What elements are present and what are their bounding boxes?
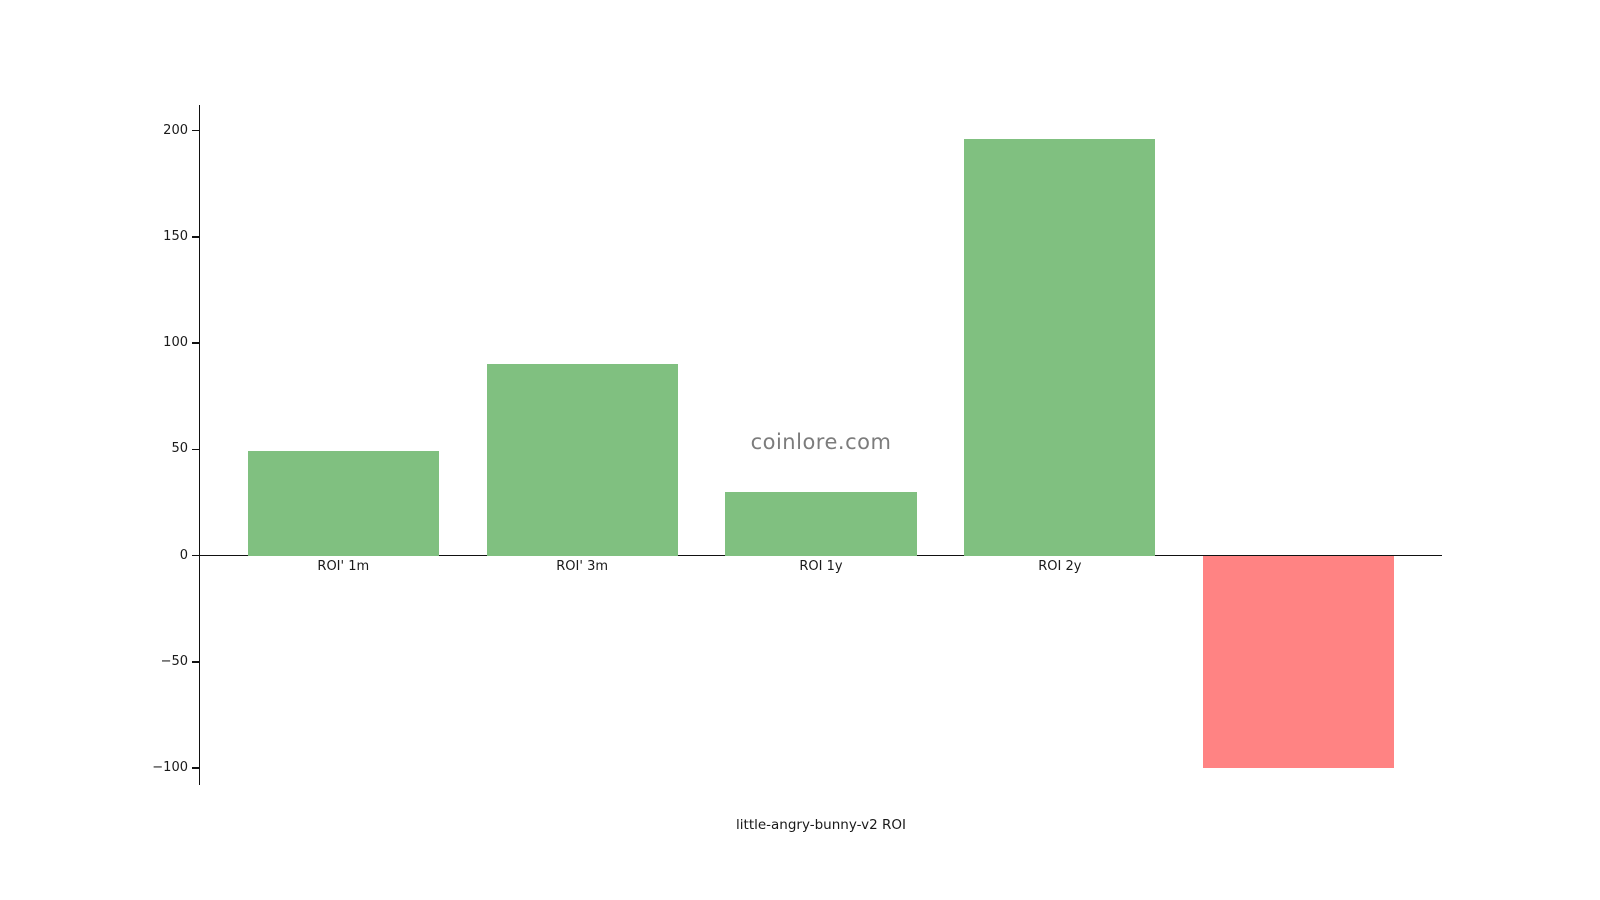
y-axis-line xyxy=(198,105,200,785)
y-tick-mark xyxy=(192,129,199,132)
y-tick-mark xyxy=(192,767,199,769)
bar-roi-1m xyxy=(247,451,439,556)
bar-negative xyxy=(1203,555,1395,768)
bar-roi-2y xyxy=(964,139,1156,556)
bar-roi-1y xyxy=(725,491,917,556)
y-tick-label: 150 xyxy=(163,228,188,244)
y-tick-label: 50 xyxy=(171,441,188,457)
y-tick-mark xyxy=(192,342,199,344)
y-tick-label: −50 xyxy=(160,653,188,669)
y-tick-label: 0 xyxy=(179,547,188,563)
x-tick-label: ROI' 1m xyxy=(317,558,370,574)
y-tick-mark xyxy=(192,554,199,557)
chart-title: little-angry-bunny-v2 ROI xyxy=(736,817,906,833)
y-tick-label: −100 xyxy=(152,760,188,775)
x-tick-label: ROI' 3m xyxy=(556,558,609,574)
y-tick-label: 100 xyxy=(163,335,188,350)
y-tick-mark xyxy=(192,661,199,663)
y-tick-label: 200 xyxy=(163,122,188,138)
x-tick-label: ROI 1y xyxy=(799,558,843,574)
y-tick-mark xyxy=(192,448,199,450)
watermark-coinlore: coinlore.com xyxy=(750,430,892,454)
y-tick-mark xyxy=(192,236,199,238)
x-axis-zero-line xyxy=(200,554,1442,557)
bar-roi-3m xyxy=(486,364,678,556)
x-tick-label: ROI 2y xyxy=(1038,558,1082,574)
